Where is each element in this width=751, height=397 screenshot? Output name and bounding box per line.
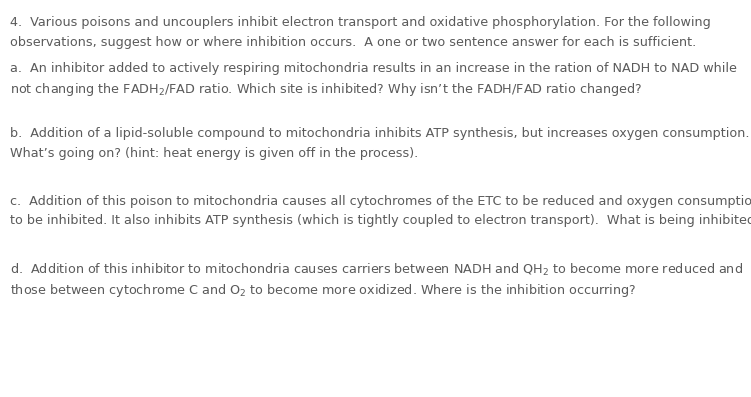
- Text: b.  Addition of a lipid-soluble compound to mitochondria inhibits ATP synthesis,: b. Addition of a lipid-soluble compound …: [10, 127, 749, 140]
- Text: What’s going on? (hint: heat energy is given off in the process).: What’s going on? (hint: heat energy is g…: [10, 147, 418, 160]
- Text: a.  An inhibitor added to actively respiring mitochondria results in an increase: a. An inhibitor added to actively respir…: [10, 62, 737, 75]
- Text: not changing the FADH$_2$/FAD ratio. Which site is inhibited? Why isn’t the FADH: not changing the FADH$_2$/FAD ratio. Whi…: [10, 81, 641, 98]
- Text: c.  Addition of this poison to mitochondria causes all cytochromes of the ETC to: c. Addition of this poison to mitochondr…: [10, 195, 751, 208]
- Text: observations, suggest how or where inhibition occurs.  A one or two sentence ans: observations, suggest how or where inhib…: [10, 36, 696, 49]
- Text: to be inhibited. It also inhibits ATP synthesis (which is tightly coupled to ele: to be inhibited. It also inhibits ATP sy…: [10, 214, 751, 227]
- Text: those between cytochrome C and O$_2$ to become more oxidized. Where is the inhib: those between cytochrome C and O$_2$ to …: [10, 282, 636, 299]
- Text: 4.  Various poisons and uncouplers inhibit electron transport and oxidative phos: 4. Various poisons and uncouplers inhibi…: [10, 16, 710, 29]
- Text: d.  Addition of this inhibitor to mitochondria causes carriers between NADH and : d. Addition of this inhibitor to mitocho…: [10, 262, 743, 278]
